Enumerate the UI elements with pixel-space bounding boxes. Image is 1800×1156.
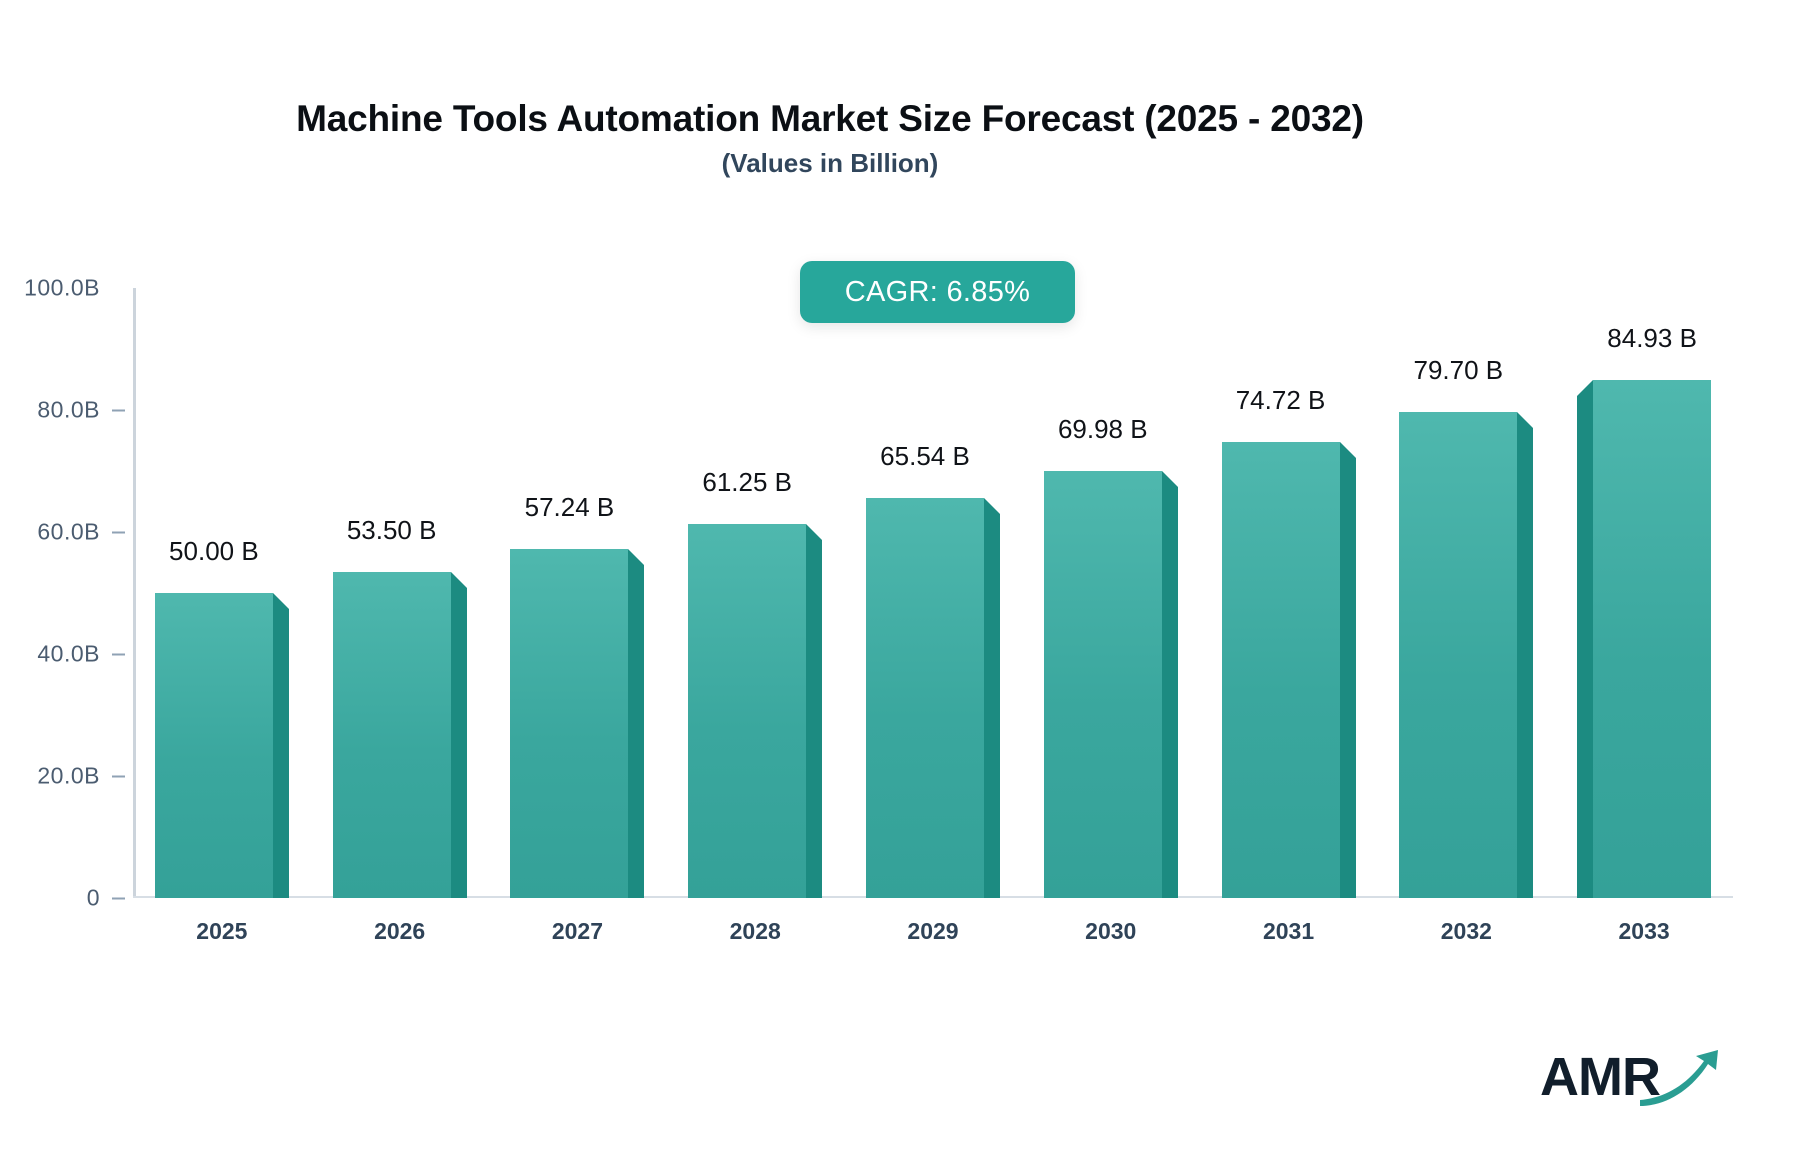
y-axis-tick: 0 xyxy=(0,885,125,912)
bar-value-label: 84.93 B xyxy=(1607,322,1697,353)
bar[interactable]: 61.25 B xyxy=(688,467,823,898)
bar-front-face xyxy=(332,571,451,898)
y-axis-tick: 40.0B xyxy=(0,641,125,668)
bar-value-label: 50.00 B xyxy=(169,536,259,566)
bar-top-face xyxy=(806,524,823,541)
bar-front-face xyxy=(1221,442,1340,898)
y-axis-tick-mark xyxy=(112,531,125,533)
bar-chart-plot-area: 50.00 B 53.50 B 57.24 B 61.25 B 65.54 B 69.98… xyxy=(133,288,1733,898)
bar-side-face xyxy=(1577,395,1594,898)
y-axis-tick-mark xyxy=(112,775,125,777)
y-axis-line xyxy=(133,288,136,898)
bar-side-face xyxy=(806,540,823,898)
chart-subtitle: (Values in Billion) xyxy=(721,148,939,178)
x-axis-category-label: 2025 xyxy=(196,918,248,944)
cagr-badge: CAGR: 6.85% xyxy=(800,261,1075,323)
bar-side-face xyxy=(272,609,289,898)
bar-top-face xyxy=(450,571,467,588)
bar[interactable]: 74.72 B xyxy=(1221,385,1356,898)
y-axis-tick-label: 20.0B xyxy=(37,762,100,789)
x-axis-category-label: 2027 xyxy=(551,918,604,944)
x-axis-category-label: 2028 xyxy=(729,918,781,944)
y-axis-tick-label: 80.0B xyxy=(37,396,100,423)
y-axis-tick-mark xyxy=(112,653,125,655)
y-axis-tick-label: 100.0B xyxy=(24,274,100,301)
bar-top-face xyxy=(628,548,645,565)
bar-front-face xyxy=(154,593,273,898)
amr-logo: AMR xyxy=(1540,1046,1730,1116)
page-title: Machine Tools Automation Market Size For… xyxy=(296,98,1364,139)
y-axis-tick: 80.0B xyxy=(0,397,125,424)
bar-top-face xyxy=(272,593,289,609)
y-axis-tick-mark xyxy=(112,897,125,899)
bar-value-label: 57.24 B xyxy=(524,491,615,522)
bar-front-face xyxy=(510,548,629,898)
bar-front-face xyxy=(1399,411,1518,898)
bar-front-face xyxy=(688,524,807,898)
y-axis-tick: 20.0B xyxy=(0,763,125,790)
x-axis-category-label: 2026 xyxy=(374,918,426,944)
y-axis-tick-label: 60.0B xyxy=(37,518,100,545)
y-axis-tick-mark xyxy=(112,409,125,411)
bar[interactable]: 53.50 B xyxy=(332,515,467,898)
bar-top-face xyxy=(1577,379,1594,396)
bar-top-face xyxy=(1161,471,1178,488)
bar[interactable]: 79.70 B xyxy=(1399,355,1534,898)
bar-value-label: 53.50 B xyxy=(346,514,437,545)
bar-side-face xyxy=(1517,427,1534,898)
x-axis-category-label: 2032 xyxy=(1440,918,1492,944)
x-axis-category-label: 2030 xyxy=(1085,918,1137,944)
bar-side-face xyxy=(628,564,645,898)
x-axis-category-label: 2031 xyxy=(1262,918,1315,944)
y-axis-tick-label: 40.0B xyxy=(37,640,100,667)
x-axis-category-label: 2033 xyxy=(1618,918,1670,944)
bar-value-label: 74.72 B xyxy=(1235,385,1326,416)
bar[interactable]: 57.24 B xyxy=(510,492,645,898)
amr-logo-text: AMR xyxy=(1540,1047,1661,1107)
bar-value-label: 61.25 B xyxy=(702,467,793,498)
bar-top-face xyxy=(1339,442,1356,459)
bar-value-label: 65.54 B xyxy=(880,441,970,472)
bar[interactable]: 65.54 B xyxy=(866,441,1000,898)
y-axis-tick: 100.0B xyxy=(0,275,125,302)
bar-top-face xyxy=(984,498,1000,515)
bar[interactable]: 50.00 B xyxy=(154,536,289,898)
bar-front-face xyxy=(1593,379,1712,898)
bar-side-face xyxy=(984,514,1000,898)
y-axis-tick-label: 0 xyxy=(86,884,100,911)
x-axis-category-label: 2029 xyxy=(907,918,959,944)
bar-top-face xyxy=(1517,411,1534,428)
bar-side-face xyxy=(1161,487,1178,898)
bar-front-face xyxy=(866,498,984,898)
bar-side-face xyxy=(450,587,467,898)
bar[interactable]: 84.93 B xyxy=(1577,323,1712,898)
y-axis-tick: 60.0B xyxy=(0,519,125,546)
bar[interactable]: 69.98 B xyxy=(1043,414,1178,898)
bar-side-face xyxy=(1339,458,1356,898)
growth-arrow-icon xyxy=(1638,1048,1730,1115)
bar-value-label: 69.98 B xyxy=(1057,414,1148,445)
bar-front-face xyxy=(1043,471,1162,898)
bar-value-label: 79.70 B xyxy=(1413,354,1504,385)
